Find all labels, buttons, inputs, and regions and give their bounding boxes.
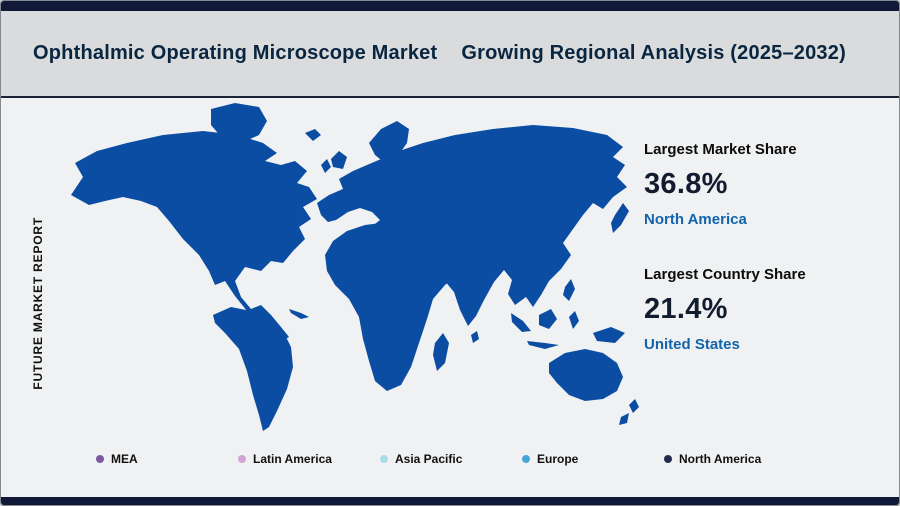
continent-australia: [549, 349, 623, 401]
world-map: [63, 103, 641, 435]
peninsula-scandinavia: [369, 121, 409, 163]
continent-south-america: [213, 307, 293, 431]
page-title-market: Ophthalmic Operating Microscope Market: [33, 42, 438, 64]
continent-greenland: [211, 103, 267, 143]
stat-region: North America: [644, 211, 747, 228]
island-java: [527, 341, 559, 349]
stat-value: 36.8%: [644, 168, 728, 200]
legend: MEA Latin America Asia Pacific Europe North …: [1, 448, 899, 470]
legend-dot-icon: [96, 455, 104, 463]
top-accent-bar: [1, 1, 899, 11]
legend-dot-icon: [238, 455, 246, 463]
stat-value: 21.4%: [644, 293, 728, 325]
islands-japan: [611, 203, 629, 233]
legend-item-label: Latin America: [253, 452, 332, 466]
stat-label: Largest Market Share: [644, 141, 797, 158]
stat-largest-country-share: Largest Country Share 21.4% United State…: [644, 266, 889, 353]
legend-item: Asia Pacific: [380, 452, 522, 466]
island-sumatra: [511, 313, 531, 332]
header: Ophthalmic Operating Microscope Market G…: [1, 11, 899, 96]
legend-item: MEA: [96, 452, 238, 466]
island-borneo: [539, 309, 557, 329]
legend-item: North America: [664, 452, 806, 466]
bottom-accent-bar: [1, 497, 899, 505]
stat-region: United States: [644, 336, 740, 353]
island-ireland: [321, 159, 331, 173]
island-madagascar: [433, 333, 449, 371]
island-sulawesi: [569, 311, 579, 329]
legend-item: Latin America: [238, 452, 380, 466]
stat-largest-market-share: Largest Market Share 36.8% North America: [644, 141, 889, 228]
continent-eurasia: [317, 125, 627, 326]
page-title-analysis: Growing Regional Analysis (2025–2032): [461, 42, 846, 64]
island-new-zealand-south: [619, 413, 629, 425]
legend-item-label: North America: [679, 452, 762, 466]
stat-label: Largest Country Share: [644, 266, 806, 283]
stats-panel: Largest Market Share 36.8% North America…: [644, 141, 889, 391]
header-divider: [1, 96, 899, 98]
legend-dot-icon: [664, 455, 672, 463]
legend-dot-icon: [380, 455, 388, 463]
brand-sidebar: FUTURE MARKET REPORT: [31, 141, 45, 465]
legend-item: Europe: [522, 452, 664, 466]
island-new-zealand-north: [629, 399, 639, 413]
legend-item-label: Asia Pacific: [395, 452, 463, 466]
islands-caribbean: [289, 309, 309, 319]
islands-philippines: [563, 279, 575, 301]
island-great-britain: [331, 151, 347, 169]
island-iceland: [305, 129, 321, 141]
continents-group: [71, 103, 639, 431]
island-sri-lanka: [471, 331, 479, 343]
continent-north-america: [71, 131, 317, 341]
legend-item-label: Europe: [537, 452, 579, 466]
island-new-guinea: [593, 327, 625, 343]
legend-dot-icon: [522, 455, 530, 463]
legend-item-label: MEA: [111, 452, 138, 466]
brand-vertical-label: FUTURE MARKET REPORT: [31, 216, 45, 390]
world-map-svg: [71, 103, 639, 431]
